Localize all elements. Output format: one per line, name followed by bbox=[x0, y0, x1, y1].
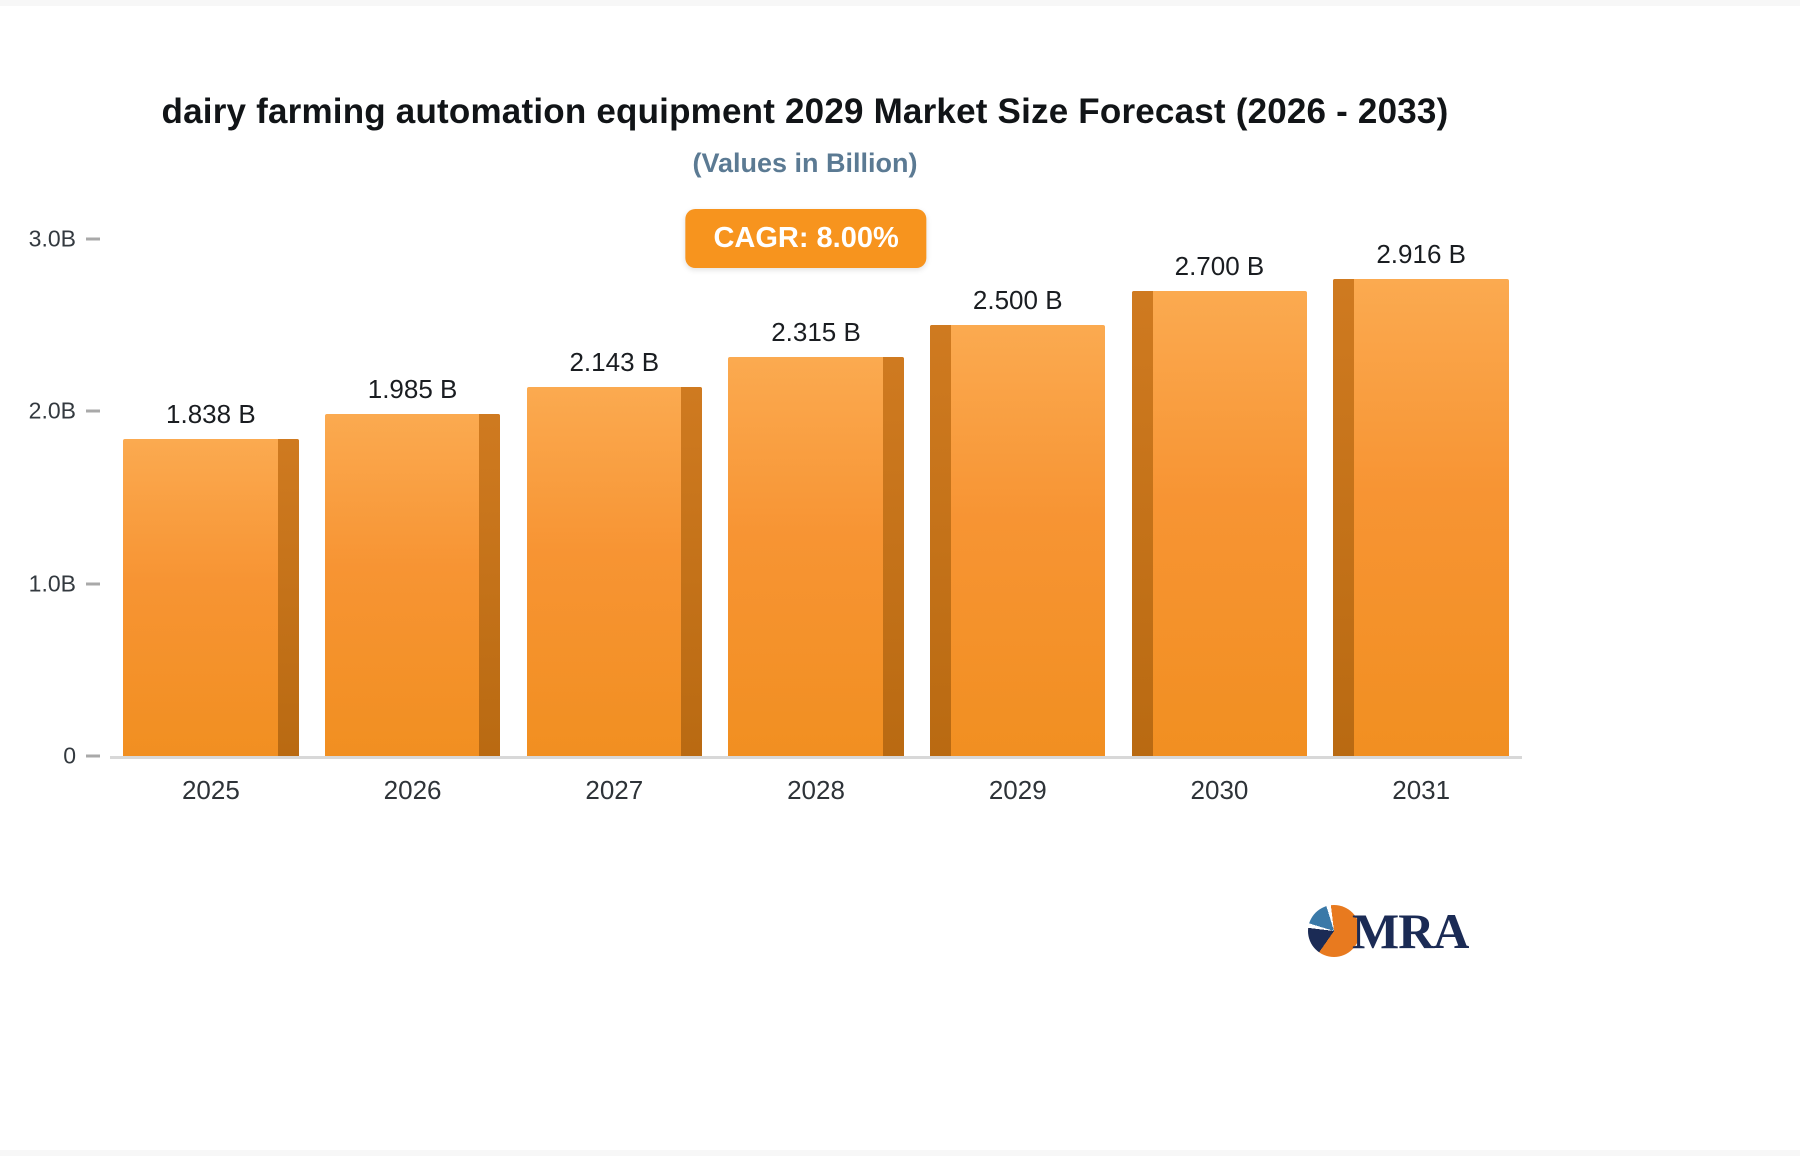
bar-value-label: 1.838 B bbox=[166, 399, 256, 430]
bar-column: 2.916 B bbox=[1320, 239, 1522, 756]
y-axis-tick-mark bbox=[86, 754, 100, 758]
y-axis-tick-mark bbox=[86, 582, 100, 586]
x-axis-label: 2025 bbox=[181, 775, 240, 805]
brand-logo-text: MRA bbox=[1352, 903, 1469, 959]
brand-logo: MRA bbox=[1308, 902, 1469, 960]
bar-2026 bbox=[324, 413, 501, 757]
bar-column: 1.838 B bbox=[110, 239, 312, 756]
bar-value-label: 2.143 B bbox=[569, 346, 660, 377]
x-axis-label: 2029 bbox=[988, 775, 1047, 805]
bar-column: 2.700 B bbox=[1119, 239, 1321, 757]
bar-2030 bbox=[1131, 290, 1308, 757]
chart-subtitle: (Values in Billion) bbox=[692, 148, 918, 178]
bar-chart: CAGR: 8.00% 1.838 B 1.985 B 2.143 B 2.315 B… bbox=[0, 209, 1800, 806]
bar-column: 1.985 B bbox=[312, 239, 514, 757]
y-axis-tick-mark bbox=[86, 409, 100, 413]
pie-circle-icon bbox=[1308, 905, 1360, 957]
bar-column: 2.315 B bbox=[715, 239, 917, 756]
y-axis-tick-label: 1.0B bbox=[28, 570, 76, 597]
bar-column: 2.500 B bbox=[917, 239, 1119, 756]
bar-2027 bbox=[526, 386, 703, 757]
x-axis-label: 2026 bbox=[383, 775, 442, 805]
bar-value-label: 2.500 B bbox=[972, 285, 1063, 316]
y-axis-tick-label: 3.0B bbox=[28, 225, 76, 252]
x-axis-label: 2028 bbox=[787, 775, 845, 805]
bar-2029 bbox=[929, 325, 1106, 756]
y-axis-tick-label: 0 bbox=[63, 742, 76, 769]
y-axis-tick-label: 2.0B bbox=[28, 397, 76, 424]
cagr-badge: CAGR: 8.00% bbox=[685, 209, 927, 268]
x-axis-label: 2030 bbox=[1190, 775, 1249, 805]
chart-header: dairy farming automation equipment 2029 … bbox=[0, 6, 1800, 179]
bar-2028 bbox=[728, 357, 905, 756]
bar-value-label: 2.315 B bbox=[771, 317, 861, 348]
bar-value-label: 2.700 B bbox=[1174, 250, 1265, 281]
x-axis-label: 2031 bbox=[1392, 775, 1451, 805]
bar-value-label: 1.985 B bbox=[367, 373, 458, 404]
chart-title: dairy farming automation equipment 2029 … bbox=[161, 92, 1449, 131]
x-axis-label: 2027 bbox=[585, 775, 644, 805]
bar-2025 bbox=[123, 439, 300, 756]
y-axis-tick-mark bbox=[86, 237, 100, 241]
plot-area: CAGR: 8.00% 1.838 B 1.985 B 2.143 B 2.315 B… bbox=[29, 209, 1522, 769]
x-axis-labels: 2025 2026 2027 2028 2029 2030 2031 bbox=[110, 775, 1522, 806]
bar-2031 bbox=[1333, 279, 1509, 756]
bar-column: 2.143 B bbox=[513, 239, 715, 757]
bar-value-label: 2.916 B bbox=[1376, 239, 1466, 269]
